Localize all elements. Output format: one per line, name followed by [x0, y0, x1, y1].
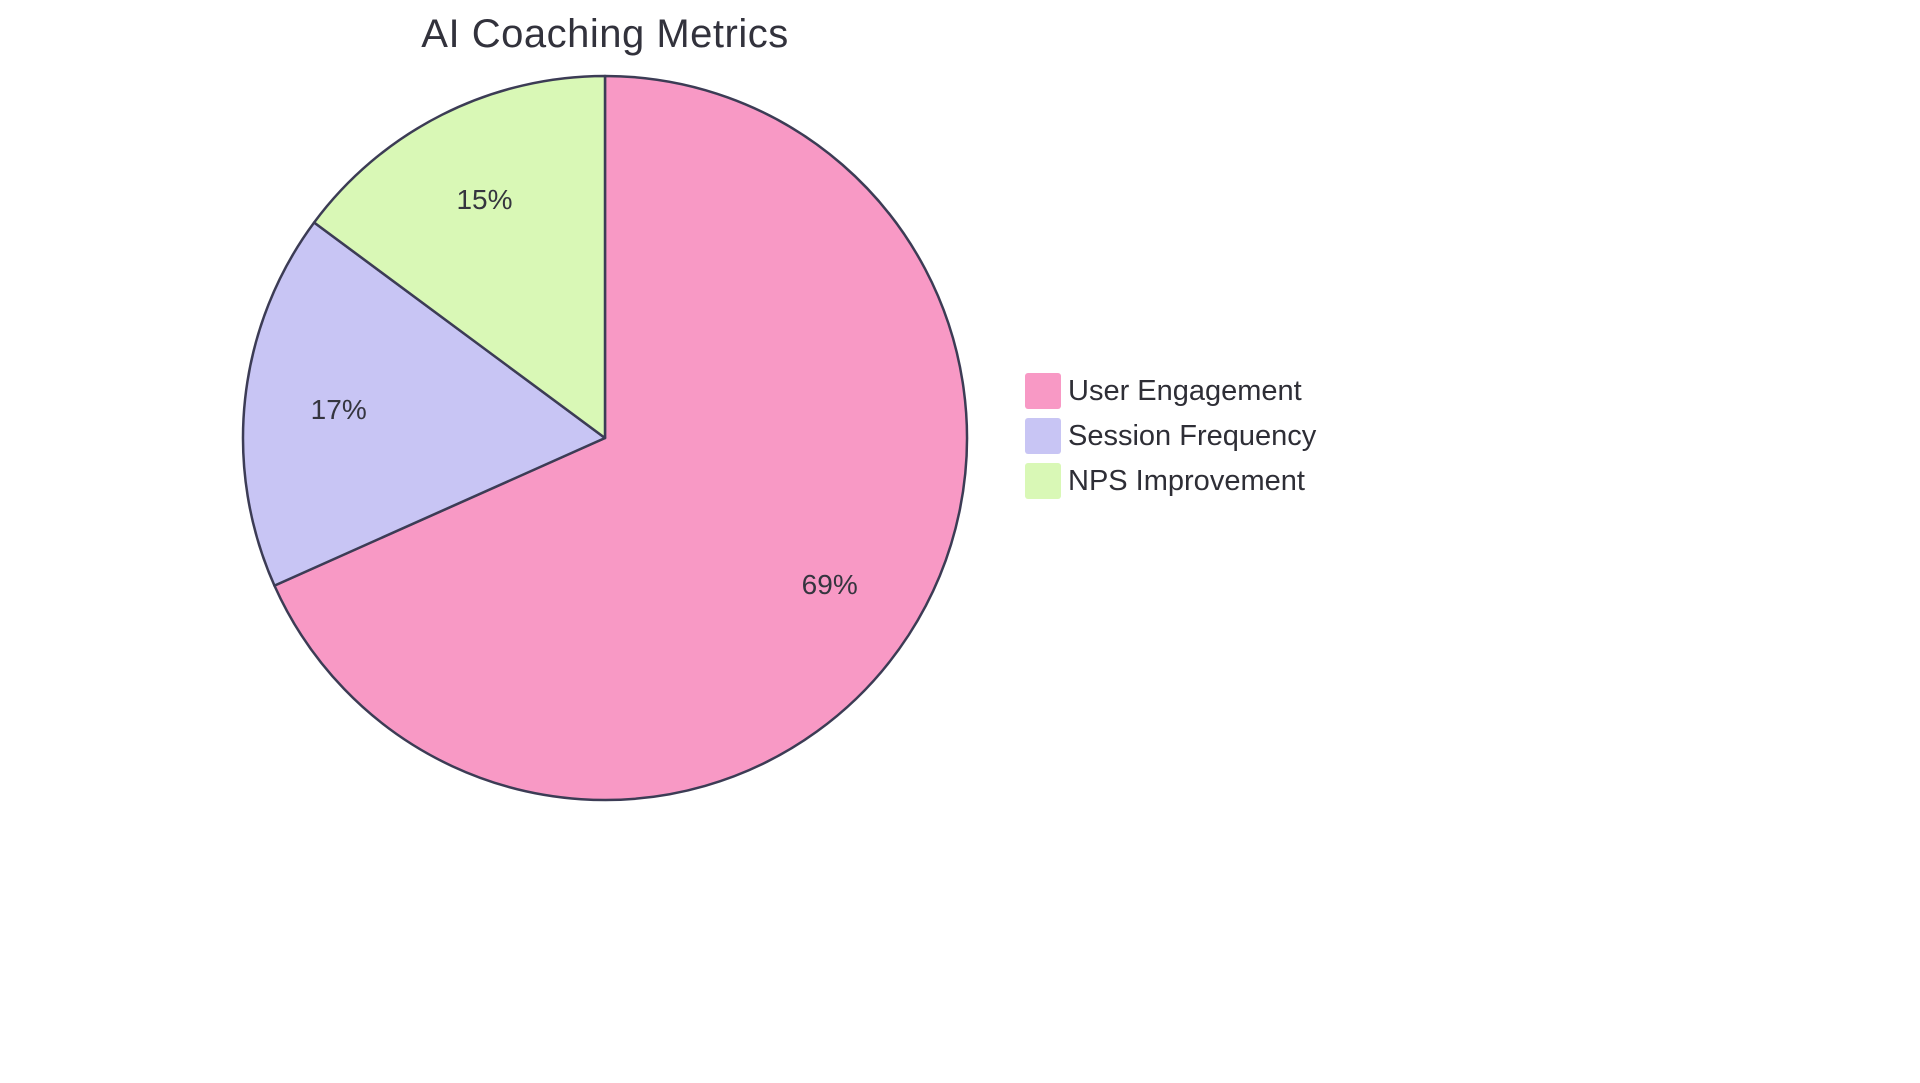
pie-slice-label-nps-improvement: 15%: [456, 184, 512, 215]
pie-slice-label-user-engagement: 69%: [802, 569, 858, 600]
pie-slice-session-frequency: [241, 221, 607, 587]
pie-slice-label-session-frequency: 17%: [311, 394, 367, 425]
legend-label-user-engagement: User Engagement: [1068, 374, 1302, 407]
legend-label-nps-improvement: NPS Improvement: [1068, 464, 1305, 497]
legend-item-user-engagement: User Engagement: [1025, 373, 1316, 409]
legend-swatch-nps-improvement: [1025, 463, 1061, 499]
legend-label-session-frequency: Session Frequency: [1068, 419, 1317, 452]
legend-item-nps-improvement: NPS Improvement: [1025, 463, 1316, 499]
legend: User Engagement Session Frequency NPS Impr…: [1025, 373, 1316, 499]
pie-slice-user-engagement: [273, 74, 969, 802]
legend-item-session-frequency: Session Frequency: [1025, 418, 1316, 454]
pie-slice-nps-improvement: [312, 74, 607, 440]
legend-swatch-session-frequency: [1025, 418, 1061, 454]
legend-swatch-user-engagement: [1025, 373, 1061, 409]
chart-title: AI Coaching Metrics: [421, 12, 789, 56]
